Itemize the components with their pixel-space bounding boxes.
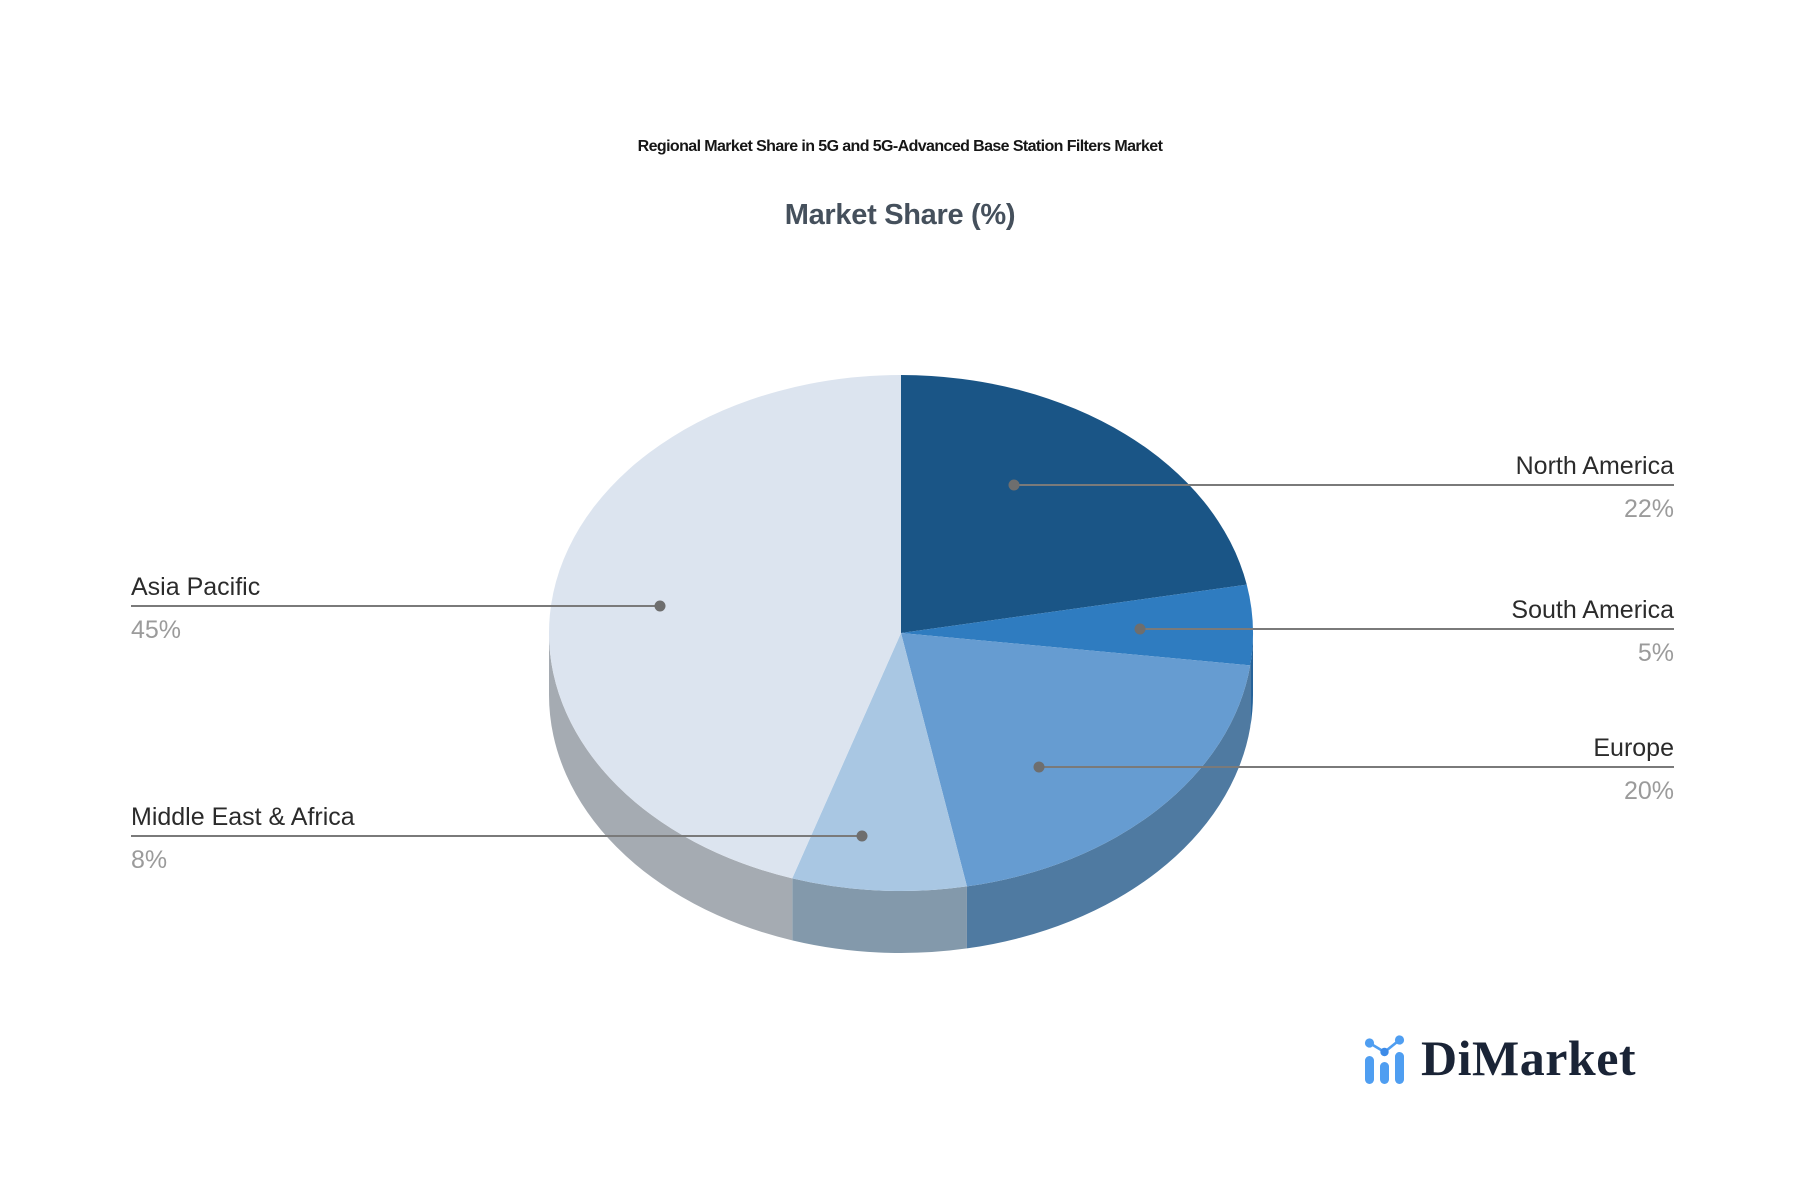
slice-pct-asia-pacific: 45% (131, 616, 182, 644)
pie-slice-north-america (901, 375, 1247, 633)
leader-dot-middle-east-africa (856, 830, 868, 842)
leader-dot-europe (1033, 761, 1045, 773)
pie-slice-asia-pacific (549, 375, 901, 879)
bar-line-chart-icon (1364, 1035, 1405, 1084)
pie-slice-side-asia-pacific (549, 633, 793, 941)
chart-title: Regional Market Share in 5G and 5G-Advan… (637, 138, 1163, 155)
dimarket-logo-text: DiMarket (1421, 1030, 1637, 1086)
slice-pct-middle-east-africa: 8% (131, 846, 168, 874)
slice-pct-europe: 20% (1623, 777, 1674, 805)
pie-slice-side-europe (966, 665, 1251, 949)
leader-dot-south-america (1134, 623, 1146, 635)
pie-slice-side-south-america (1250, 633, 1253, 728)
leader-dot-asia-pacific (654, 600, 666, 612)
dimarket-logo: DiMarket (1363, 1032, 1636, 1084)
slice-name-asia-pacific: Asia Pacific (131, 573, 261, 601)
slice-name-middle-east-africa: Middle East & Africa (131, 803, 355, 831)
slice-pct-south-america: 5% (1637, 639, 1674, 667)
pie-slice-europe (901, 633, 1251, 887)
chart-subtitle: Market Share (%) (784, 199, 1016, 231)
pie-slice-side-middle-east-africa (792, 878, 967, 953)
leader-dot-north-america (1008, 479, 1020, 491)
slice-name-europe: Europe (1593, 734, 1674, 762)
pie-slice-south-america (901, 584, 1254, 666)
slice-pct-north-america: 22% (1623, 495, 1674, 523)
pie-slice-middle-east-africa (792, 633, 967, 891)
slice-name-north-america: North America (1515, 452, 1674, 480)
slice-name-south-america: South America (1511, 596, 1674, 624)
